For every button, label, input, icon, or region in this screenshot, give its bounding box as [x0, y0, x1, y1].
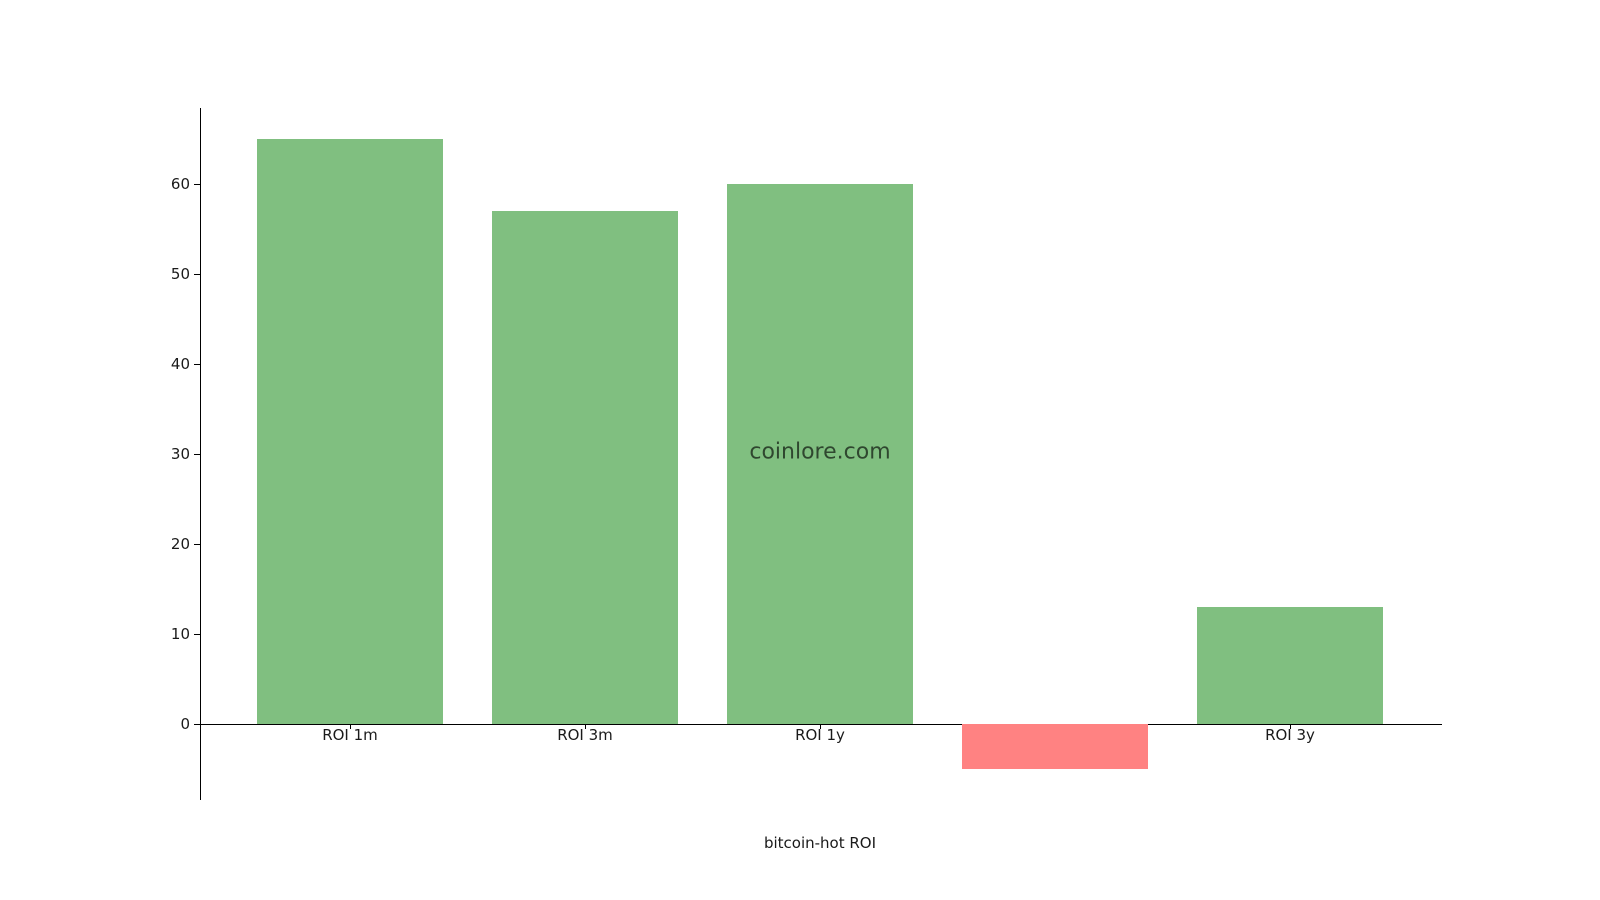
y-axis-line [200, 108, 201, 800]
y-tick-label: 30 [170, 445, 190, 463]
y-tick-mark [194, 724, 200, 725]
y-tick-mark [194, 364, 200, 365]
x-tick-mark [1290, 724, 1291, 729]
y-tick-label: 20 [170, 535, 190, 553]
bar-negative [962, 724, 1148, 769]
bar-roi-1y [727, 184, 913, 724]
y-tick-label: 10 [170, 625, 190, 643]
y-tick-mark [194, 454, 200, 455]
y-tick-mark [194, 544, 200, 545]
x-axis-line [200, 724, 1442, 725]
y-tick-label: 0 [180, 715, 190, 733]
y-tick-label: 50 [170, 265, 190, 283]
bar-roi-3m [492, 211, 678, 724]
x-tick-label: ROI 3y [1265, 726, 1315, 744]
y-tick-mark [194, 634, 200, 635]
chart-title: bitcoin-hot ROI [763, 834, 877, 852]
bar-roi-3y [1197, 607, 1383, 724]
watermark-text: coinlore.com [749, 439, 891, 465]
bar-roi-1m [257, 139, 443, 724]
x-tick-mark [585, 724, 586, 729]
x-tick-mark [350, 724, 351, 729]
y-tick-mark [194, 274, 200, 275]
y-tick-label: 40 [170, 355, 190, 373]
x-tick-label: ROI 1y [795, 726, 845, 744]
y-tick-mark [194, 184, 200, 185]
y-tick-label: 60 [170, 175, 190, 193]
x-tick-label: ROI 3m [557, 726, 613, 744]
x-tick-label: ROI 1m [322, 726, 378, 744]
x-tick-mark [820, 724, 821, 729]
